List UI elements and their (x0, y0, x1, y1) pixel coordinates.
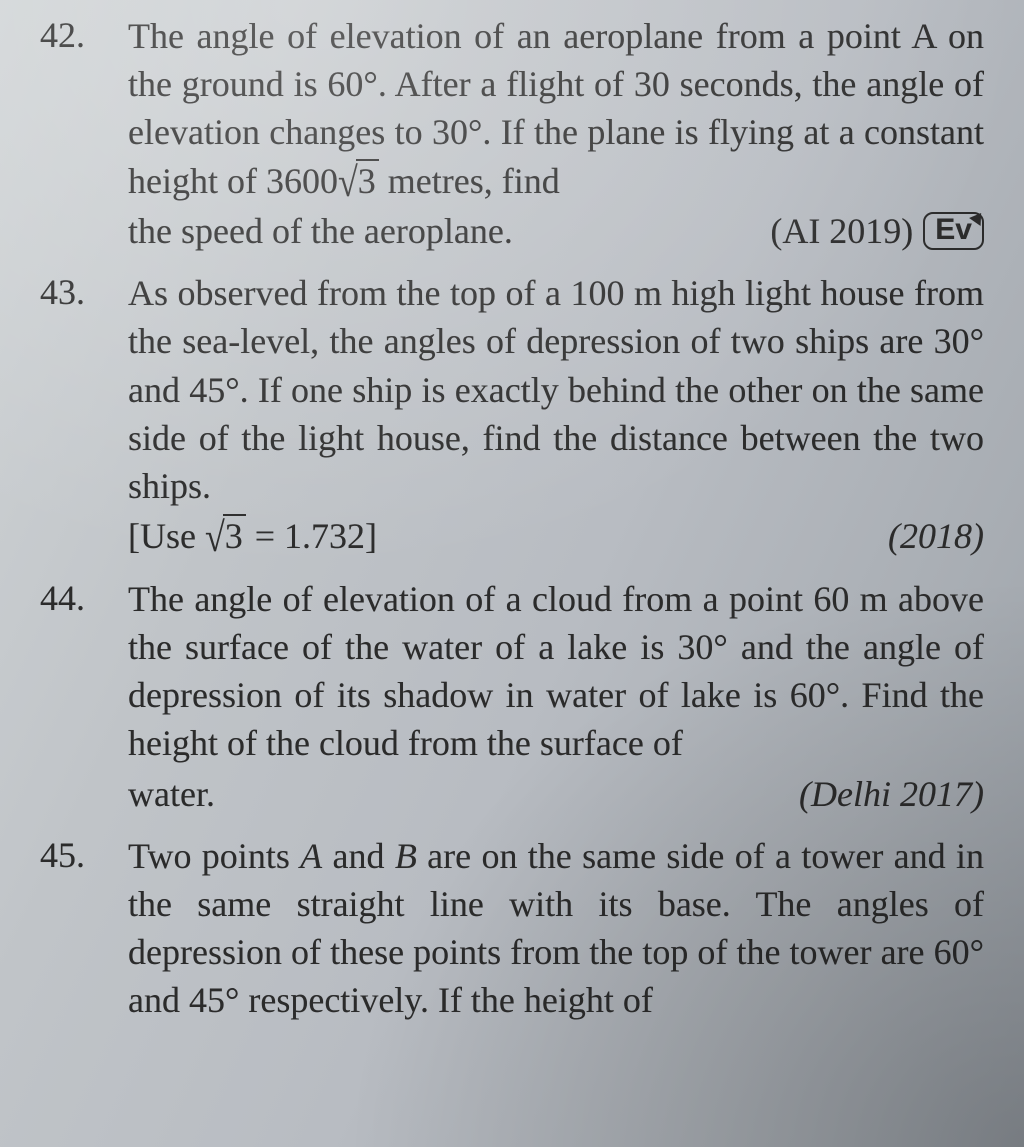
question-43: 43. As observed from the top of a 100 m … (34, 269, 984, 560)
question-body: The angle of elevation of a cloud from a… (128, 575, 984, 818)
question-44: 44. The angle of elevation of a cloud fr… (34, 575, 984, 818)
question-hint-row: [Use √3 = 1.732] (2018) (128, 512, 984, 560)
question-body: The angle of elevation of an aeroplane f… (128, 12, 984, 255)
question-text: Two points A and B are on the same side … (128, 832, 984, 1025)
sqrt-3: √3 (205, 512, 246, 560)
tail-text: the speed of the aeroplane. (128, 207, 754, 255)
question-text: The angle of elevation of a cloud from a… (128, 575, 984, 768)
question-source: (Delhi 2017) (799, 770, 984, 818)
question-45: 45. Two points A and B are on the same s… (34, 832, 984, 1025)
question-text: As observed from the top of a 100 m high… (128, 269, 984, 510)
tail-text: water. (128, 770, 783, 818)
question-source: (2018) (888, 512, 984, 560)
sqrt-3: √3 (338, 157, 379, 205)
ev-badge: Ev (923, 212, 984, 250)
question-number: 43. (34, 269, 128, 317)
hint-text: [Use √3 = 1.732] (128, 512, 872, 560)
question-body: Two points A and B are on the same side … (128, 832, 984, 1025)
question-tail: water. (Delhi 2017) (128, 770, 984, 818)
question-source: (AI 2019) Ev (770, 207, 984, 255)
question-text: The angle of elevation of an aeroplane f… (128, 12, 984, 205)
question-number: 44. (34, 575, 128, 623)
textbook-page: 42. The angle of elevation of an aeropla… (0, 0, 1024, 1025)
question-tail: the speed of the aeroplane. (AI 2019) Ev (128, 207, 984, 255)
question-number: 42. (34, 12, 128, 60)
question-body: As observed from the top of a 100 m high… (128, 269, 984, 560)
question-number: 45. (34, 832, 128, 880)
question-42: 42. The angle of elevation of an aeropla… (34, 12, 984, 255)
